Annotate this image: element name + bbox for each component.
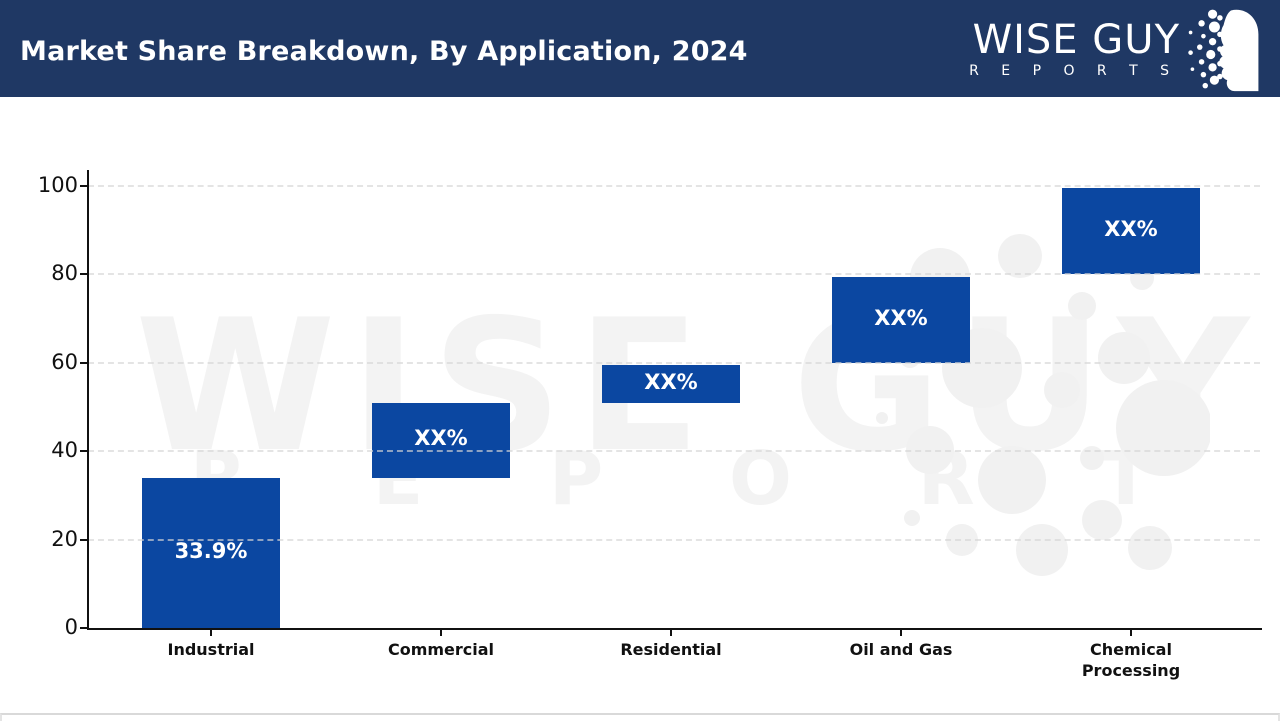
- y-tick-label: 100: [37, 173, 78, 197]
- bar-commercial: [372, 402, 510, 478]
- category-label: Residential: [620, 640, 722, 659]
- y-tick-label: 60: [51, 349, 78, 374]
- category-label: Commercial: [387, 640, 495, 659]
- logo-wiseguy-label: WISE GUY: [972, 16, 1180, 63]
- chart-title: Market Share Breakdown, By Application, …: [20, 36, 748, 67]
- bar-value-label: XX%: [874, 305, 928, 330]
- category-label: Chemical Processing: [1081, 640, 1181, 680]
- x-tick-mark: [440, 628, 442, 636]
- x-tick-mark: [1130, 628, 1132, 636]
- bar-residential: [602, 365, 740, 403]
- x-axis: [87, 628, 1262, 630]
- gridline-60: [88, 361, 1260, 364]
- gridline-40: [88, 450, 1260, 453]
- y-tick-label: 0: [64, 615, 78, 639]
- gridline-100: [88, 185, 1260, 187]
- logo-text: WISE GUY R E P O R T S: [969, 20, 1180, 79]
- category-label: Oil and Gas: [849, 640, 953, 659]
- y-tick-mark: [80, 538, 88, 541]
- bar-industrial: [142, 477, 280, 628]
- bar-oil-and-gas: [832, 276, 970, 363]
- gridline-20: [88, 538, 1260, 541]
- category-label: Industrial: [167, 640, 255, 659]
- bar-chemical-processing: [1062, 188, 1200, 275]
- logo-reports-label: R E P O R T S: [969, 62, 1178, 79]
- x-tick-mark: [900, 628, 902, 636]
- y-tick-label: 40: [51, 438, 78, 463]
- logo-face-icon: [1188, 9, 1259, 92]
- y-tick-mark: [80, 185, 88, 187]
- wise-guy-reports-logo: WISE GUY R E P O R T S: [969, 4, 1262, 94]
- gridline-80: [88, 273, 1260, 276]
- y-axis: [87, 170, 89, 630]
- header-bar: Market Share Breakdown, By Application, …: [0, 0, 1280, 97]
- bar-value-label: XX%: [414, 426, 468, 451]
- y-tick-mark: [80, 273, 88, 276]
- bar-value-label: XX%: [1104, 217, 1158, 242]
- x-tick-mark: [670, 628, 672, 636]
- y-tick-label: 20: [51, 526, 78, 551]
- y-tick-mark: [80, 450, 88, 453]
- bar-value-label: XX%: [644, 369, 698, 394]
- bottom-border-line: [0, 713, 1280, 721]
- x-tick-mark: [210, 628, 212, 636]
- bar-value-label: 33.9%: [174, 538, 248, 563]
- y-tick-mark: [80, 627, 88, 629]
- y-tick-label: 80: [51, 261, 78, 286]
- y-tick-mark: [80, 361, 88, 364]
